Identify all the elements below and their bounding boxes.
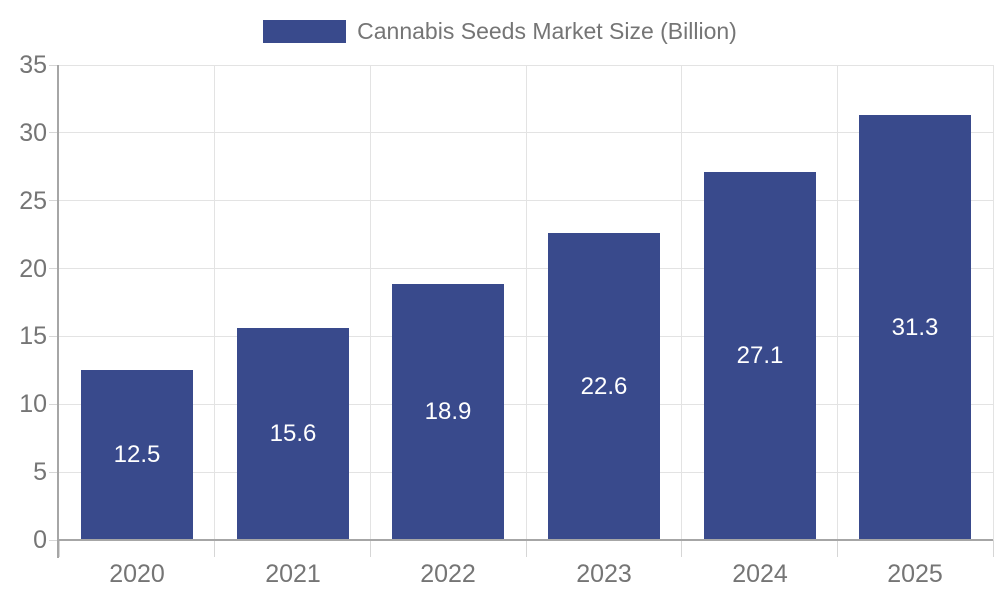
y-axis-label: 25 <box>19 187 47 215</box>
y-axis-tick <box>49 540 59 541</box>
y-axis-tick <box>49 200 59 201</box>
y-axis-tick <box>49 472 59 473</box>
x-axis-label: 2022 <box>420 560 476 588</box>
bar[interactable] <box>237 328 349 540</box>
y-axis-tick <box>49 65 59 66</box>
x-axis-tick <box>837 540 838 557</box>
y-axis-label: 20 <box>19 255 47 283</box>
bar[interactable] <box>704 172 816 540</box>
bar-value-label: 27.1 <box>736 342 784 369</box>
y-axis-line <box>57 65 59 558</box>
x-axis-label: 2020 <box>109 560 165 588</box>
bar[interactable] <box>548 233 660 540</box>
y-axis-label: 30 <box>19 119 47 147</box>
x-axis-label: 2024 <box>732 560 788 588</box>
y-axis-tick <box>49 132 59 133</box>
y-axis-tick <box>49 404 59 405</box>
y-axis-label: 10 <box>19 390 47 418</box>
bar[interactable] <box>392 284 504 541</box>
x-axis-tick <box>681 540 682 557</box>
gridline-vertical <box>837 65 838 540</box>
bar-value-label: 18.9 <box>424 398 472 425</box>
y-axis-tick <box>49 268 59 269</box>
bar[interactable] <box>81 370 193 540</box>
gridline-vertical <box>993 65 994 540</box>
x-axis-label: 2023 <box>576 560 632 588</box>
x-axis-tick <box>59 540 60 557</box>
gridline-vertical <box>214 65 215 540</box>
y-axis-label: 15 <box>19 322 47 350</box>
bar[interactable] <box>859 115 971 540</box>
y-axis-tick <box>49 336 59 337</box>
x-axis-tick <box>370 540 371 557</box>
bar-value-label: 31.3 <box>891 314 939 341</box>
x-axis-tick <box>526 540 527 557</box>
bar-value-label: 22.6 <box>580 373 628 400</box>
bar-value-label: 12.5 <box>113 441 161 468</box>
bar-value-label: 15.6 <box>269 420 317 447</box>
gridline-vertical <box>526 65 527 540</box>
legend-swatch[interactable] <box>263 20 347 43</box>
x-axis-label: 2021 <box>265 560 321 588</box>
gridline-vertical <box>370 65 371 540</box>
legend-label: Cannabis Seeds Market Size (Billion) <box>357 18 737 44</box>
x-axis-tick <box>993 540 994 557</box>
y-axis-label: 5 <box>33 458 47 486</box>
gridline-vertical <box>681 65 682 540</box>
y-axis-label: 0 <box>33 526 47 554</box>
legend[interactable]: Cannabis Seeds Market Size (Billion) <box>0 18 1000 45</box>
x-axis-line <box>57 539 993 541</box>
y-axis-label: 35 <box>19 51 47 79</box>
x-axis-tick <box>214 540 215 557</box>
x-axis-label: 2025 <box>887 560 943 588</box>
